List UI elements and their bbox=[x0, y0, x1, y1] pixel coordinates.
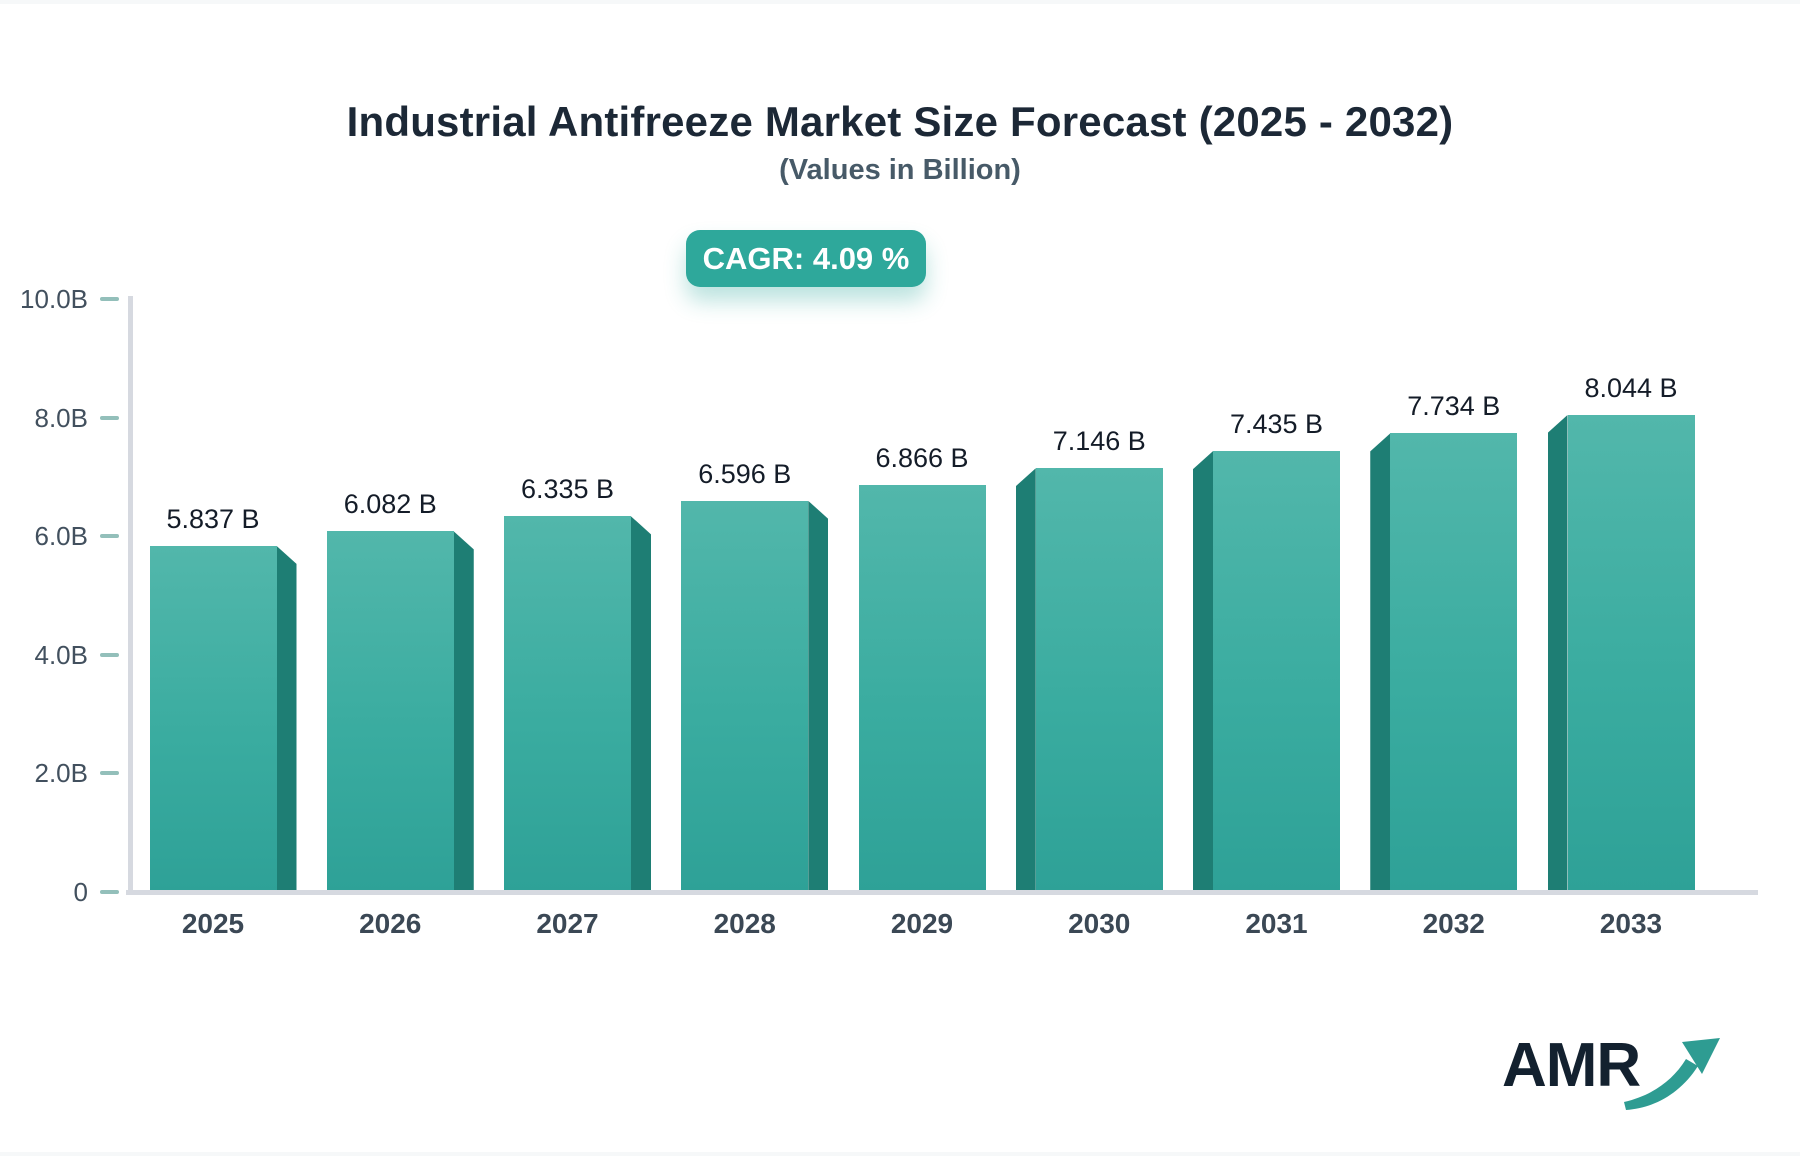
y-tick-dash bbox=[100, 415, 119, 420]
y-tick-dash bbox=[100, 297, 119, 301]
chart-title: Industrial Antifreeze Market Size Foreca… bbox=[346, 98, 1454, 145]
bar-side-shadow-2028 bbox=[808, 500, 829, 892]
y-tick-dash bbox=[100, 652, 119, 657]
bar-side-shadow-2031 bbox=[1193, 451, 1213, 892]
y-axis-line bbox=[128, 296, 133, 894]
bar-2033 bbox=[1567, 414, 1695, 892]
bar-2025 bbox=[149, 545, 277, 892]
y-tick-dash bbox=[100, 890, 119, 894]
x-tick-label-2031: 2031 bbox=[1245, 908, 1308, 939]
x-tick-label-2030: 2030 bbox=[1068, 908, 1131, 939]
bar-2028 bbox=[681, 500, 809, 892]
y-tick-dash bbox=[100, 771, 119, 776]
bar-value-label: 5.837 B bbox=[166, 503, 260, 534]
y-tick-label: 2.0B bbox=[34, 758, 89, 789]
amr-logo-text: AMR bbox=[1502, 1031, 1641, 1100]
bar-value-label: 6.866 B bbox=[875, 442, 969, 473]
y-tick-label: 4.0B bbox=[34, 639, 89, 670]
bar-side-shadow-2032 bbox=[1370, 433, 1391, 892]
y-tick-dash bbox=[100, 534, 119, 539]
bar-side-shadow-2030 bbox=[1015, 468, 1036, 892]
bar-value-label: 7.734 B bbox=[1407, 391, 1501, 422]
bar-2032 bbox=[1390, 433, 1518, 892]
x-tick-label-2026: 2026 bbox=[359, 908, 422, 939]
bar-side-shadow-2027 bbox=[631, 516, 651, 892]
bar-value-label: 7.146 B bbox=[1052, 426, 1146, 457]
cagr-badge: CAGR: 4.09 % bbox=[686, 230, 926, 287]
x-tick-label-2027: 2027 bbox=[536, 908, 599, 939]
bar-value-label: 8.044 B bbox=[1584, 372, 1678, 403]
bar-value-label: 6.596 B bbox=[698, 458, 792, 489]
bar-2029 bbox=[858, 484, 986, 892]
bar-2031 bbox=[1213, 451, 1340, 892]
y-tick-label: 8.0B bbox=[34, 402, 89, 433]
bar-2026 bbox=[326, 531, 454, 892]
x-axis-line bbox=[126, 890, 1758, 895]
x-tick-label-2028: 2028 bbox=[713, 908, 776, 939]
x-tick-label-2033: 2033 bbox=[1599, 908, 1663, 939]
x-tick-label-2029: 2029 bbox=[890, 908, 954, 939]
chart-subtitle: (Values in Billion) bbox=[779, 154, 1021, 186]
y-tick-label: 10.0B bbox=[20, 284, 88, 314]
bar-value-label: 7.435 B bbox=[1229, 409, 1324, 440]
bar-value-label: 6.082 B bbox=[343, 489, 437, 520]
y-tick-label: 0 bbox=[73, 877, 88, 907]
cagr-badge-label: CAGR: 4.09 % bbox=[702, 240, 910, 276]
x-tick-label-2032: 2032 bbox=[1422, 908, 1485, 939]
bar-value-label: 6.335 B bbox=[520, 474, 615, 505]
logo-trend-arrow-icon bbox=[1624, 1038, 1720, 1110]
bar-side-shadow-2026 bbox=[453, 531, 474, 892]
x-tick-label-2025: 2025 bbox=[181, 908, 245, 939]
bar-2027 bbox=[504, 516, 631, 892]
amr-logo: AMR bbox=[1502, 1030, 1732, 1116]
bar-side-shadow-2033 bbox=[1547, 414, 1568, 892]
bar-side-shadow-2025 bbox=[276, 545, 297, 892]
bar-2030 bbox=[1035, 468, 1163, 892]
y-tick-label: 6.0B bbox=[34, 521, 89, 552]
